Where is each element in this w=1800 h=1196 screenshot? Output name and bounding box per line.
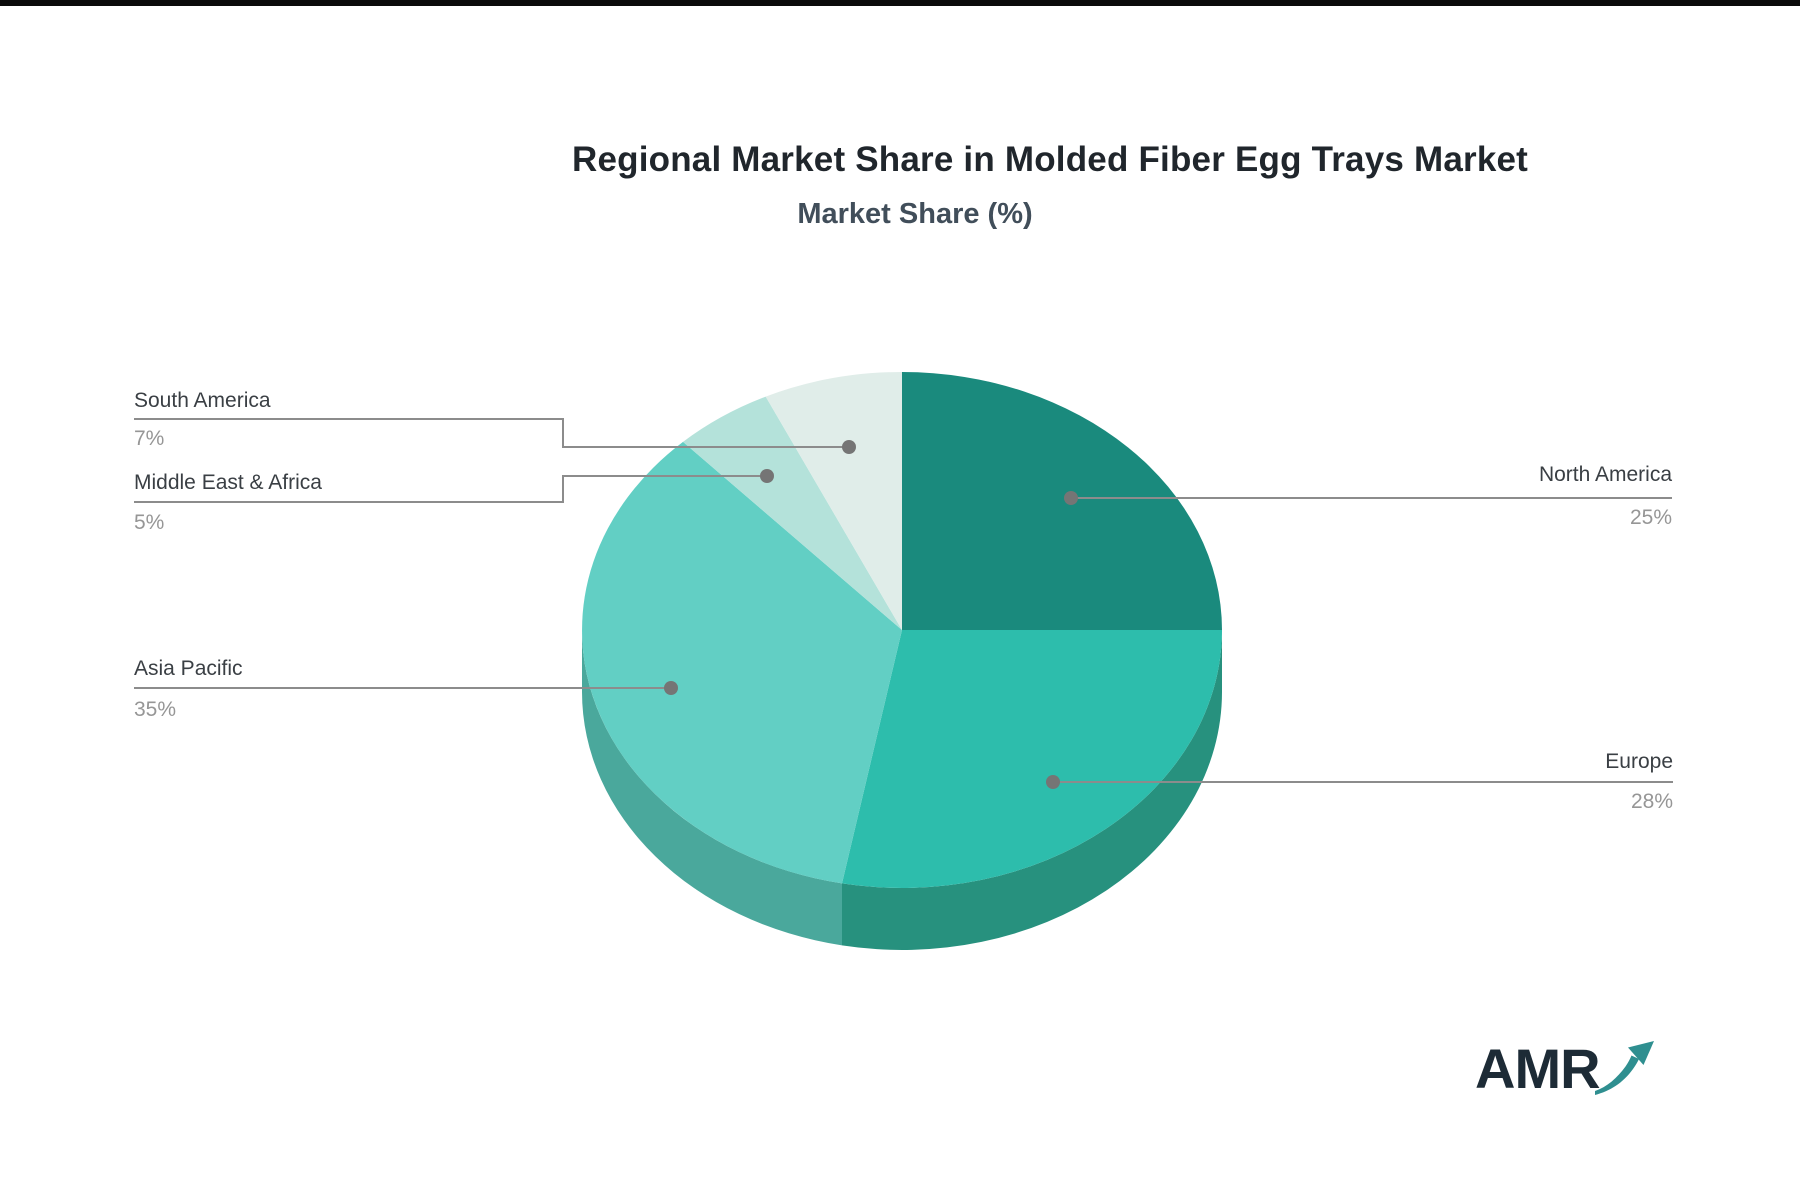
chart-subtitle: Market Share (%)	[797, 198, 1033, 230]
leader-dot-europe	[1046, 775, 1060, 789]
leader-dot-asia-pacific	[664, 681, 678, 695]
callout-europe-label: Europe	[1605, 750, 1673, 773]
leader-dot-south-america	[842, 440, 856, 454]
amr-logo-arrow-icon	[1595, 1041, 1654, 1095]
callout-europe-pct: 28%	[1630, 790, 1673, 813]
pie-slice-middle-east-africa[interactable]	[683, 396, 902, 630]
top-border	[0, 0, 1800, 6]
leader-dot-middle-east-africa	[760, 469, 774, 483]
callout-asia-pacific-pct: 35%	[134, 698, 177, 721]
callout-asia-pacific-label: Asia Pacific	[134, 657, 243, 680]
pie-slice-north-america[interactable]	[902, 372, 1222, 630]
leader-middle-east-africa	[134, 475, 767, 503]
callout-south-america-label: South America	[134, 389, 271, 412]
pie-side-europe	[842, 630, 1222, 950]
callout-middle-east-africa-label: Middle East & Africa	[134, 471, 322, 494]
callout-middle-east-africa-pct: 5%	[134, 511, 165, 534]
callout-north-america-label: North America	[1538, 463, 1672, 486]
pie-slice-asia-pacific[interactable]	[582, 441, 902, 884]
leader-dot-north-america	[1064, 491, 1078, 505]
pie-slice-europe[interactable]	[842, 630, 1222, 888]
callout-north-america-pct: 25%	[1629, 506, 1672, 529]
chart-title: Regional Market Share in Molded Fiber Eg…	[571, 140, 1529, 179]
amr-logo-text: AMR	[1475, 1037, 1601, 1100]
callout-south-america-pct: 7%	[134, 427, 165, 450]
pie-slice-south-america[interactable]	[765, 372, 902, 630]
amr-logo: AMR	[1475, 1036, 1705, 1116]
pie-side-asia-pacific	[582, 630, 842, 946]
leader-south-america	[134, 418, 849, 448]
